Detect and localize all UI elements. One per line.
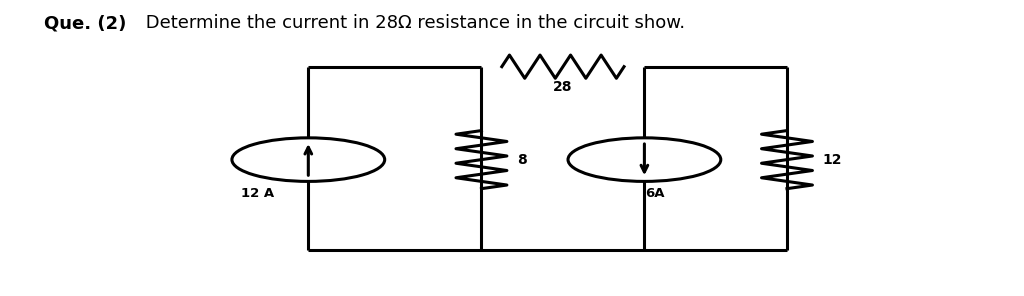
- Text: 12: 12: [822, 153, 842, 167]
- Text: 8: 8: [517, 153, 526, 167]
- Text: Que. (2): Que. (2): [43, 15, 126, 32]
- Text: 6A: 6A: [645, 187, 665, 200]
- Text: 12 A: 12 A: [241, 187, 274, 200]
- Text: 28: 28: [553, 80, 572, 94]
- Text: Determine the current in 28Ω resistance in the circuit show.: Determine the current in 28Ω resistance …: [140, 15, 685, 32]
